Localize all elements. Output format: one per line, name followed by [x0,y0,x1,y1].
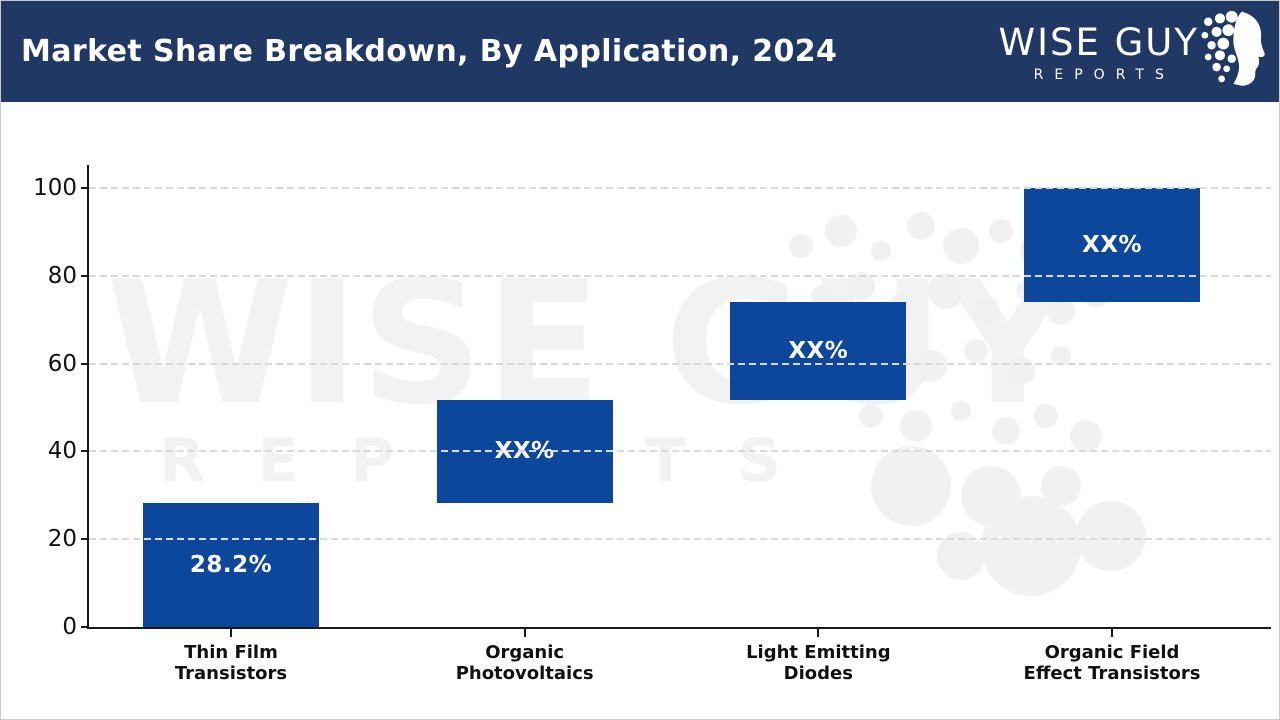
x-axis-category-line: Photovoltaics [455,663,594,684]
gridline-y20 [89,538,1271,541]
y-axis-tick-label: 40 [47,438,77,465]
y-axis-tick-mark [81,626,89,628]
x-axis-spine [87,627,1271,629]
gridline-y100 [89,187,1271,189]
logo-text: WISE GUY REPORTS [999,21,1199,83]
x-axis-category-line: Diodes [783,663,853,684]
y-axis-spine [87,165,89,629]
y-axis-tick-mark [81,274,89,277]
bar-segment-4: XX% [1024,188,1200,302]
bar-value-label: XX% [788,337,849,364]
x-axis-category-line: Transistors [174,663,288,684]
x-axis-category-line: Organic Field [1044,642,1180,663]
x-axis-category-label: Organic Photovoltaics [375,642,675,684]
x-axis-tick-mark [230,629,232,637]
bar-segment-3: XX% [730,301,907,400]
chart-title: Market Share Breakdown, By Application, … [21,34,838,69]
y-axis-tick-label: 0 [62,614,77,640]
bar-value-label: 28.2% [189,552,273,579]
bar-value-label: XX% [1081,231,1142,258]
x-axis-category-label: Thin Film Transistors [81,642,381,684]
x-axis-tick-mark [1111,629,1113,637]
x-axis-category-line: Organic [485,642,565,663]
gridline-y60 [89,362,1271,365]
header-bar: Market Share Breakdown, By Application, … [1,1,1279,102]
x-axis-tick-mark [523,629,526,637]
bar-segment-1: 28.2% [143,503,319,627]
x-axis-category-line: Thin Film [184,642,278,663]
x-axis-category-label: Light Emitting Diodes [668,642,968,684]
x-axis-tick-mark [817,629,820,637]
logo-wiseguy-label: WISE GUY [998,21,1199,64]
wise-guy-reports-logo: WISE GUY REPORTS [999,7,1267,97]
y-axis-tick-mark [81,362,89,365]
gridline-y40 [89,450,1271,453]
gridline-y80 [89,274,1271,277]
x-axis-category-line: Effect Transistors [1023,663,1201,684]
y-axis-tick-mark [81,187,89,189]
y-axis-tick-label: 80 [47,262,77,289]
y-axis-tick-mark [81,538,89,541]
x-axis-category-label: Organic Field Effect Transistors [962,642,1262,684]
logo-reports-label: REPORTS [1033,67,1175,83]
y-axis-tick-label: 60 [47,350,77,377]
y-axis-tick-label: 100 [33,175,77,201]
x-axis-category-line: Light Emitting [746,642,891,663]
y-axis-tick-label: 20 [47,526,77,553]
y-axis-tick-mark [81,450,89,453]
logo-dotted-head-icon [1201,10,1265,86]
